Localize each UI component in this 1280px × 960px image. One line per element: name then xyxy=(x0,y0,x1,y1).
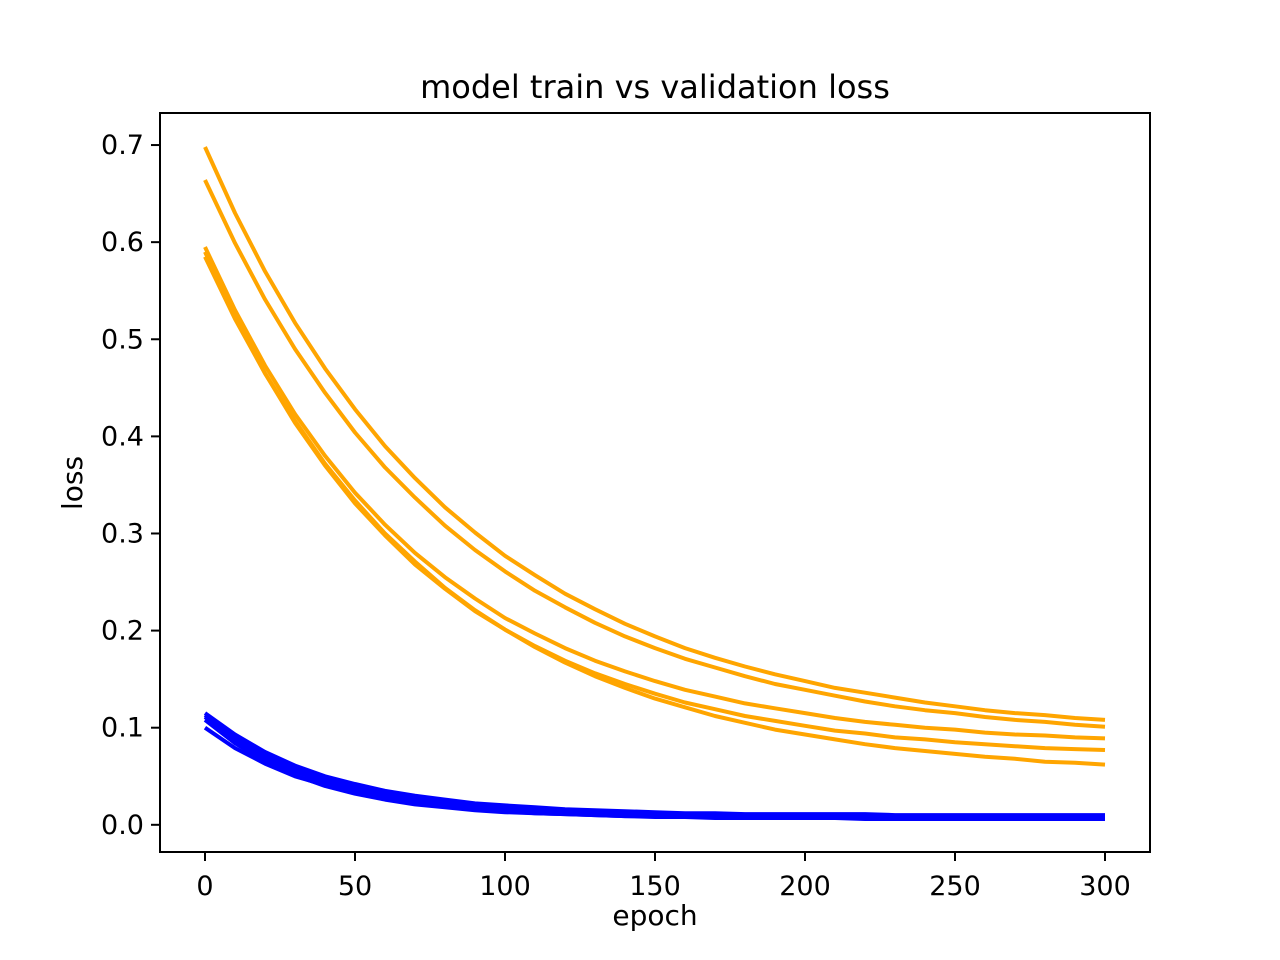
x-axis-label: epoch xyxy=(612,899,697,932)
y-tick-label: 0.6 xyxy=(101,227,144,258)
chart-title: model train vs validation loss xyxy=(420,68,890,106)
x-tick-label: 100 xyxy=(479,871,531,902)
y-tick-label: 0.0 xyxy=(101,810,144,841)
x-tick-label: 0 xyxy=(196,871,213,902)
y-tick-label: 0.5 xyxy=(101,324,144,355)
x-tick-label: 250 xyxy=(929,871,981,902)
x-tick-label: 50 xyxy=(338,871,372,902)
train-loss-1-line xyxy=(203,711,1105,818)
validation-loss-2-line xyxy=(203,179,1106,729)
y-tick-label: 0.4 xyxy=(101,421,144,452)
validation-loss-4-line xyxy=(203,251,1106,752)
y-tick-label: 0.2 xyxy=(101,616,144,647)
y-tick-label: 0.3 xyxy=(101,518,144,549)
plot-area xyxy=(159,112,1151,853)
x-tick-label: 300 xyxy=(1079,871,1131,902)
series-lines xyxy=(203,146,1106,821)
y-tick-label: 0.1 xyxy=(101,713,144,744)
x-tick-label: 200 xyxy=(779,871,831,902)
x-tick-label: 150 xyxy=(629,871,681,902)
validation-loss-3-line xyxy=(203,246,1106,741)
validation-loss-1-line xyxy=(203,146,1106,722)
x-axis-ticks: 0 50 100 150 200 250 300 xyxy=(196,852,1131,902)
y-axis-ticks: 0.0 0.1 0.2 0.3 0.4 0.5 0.6 0.7 xyxy=(101,130,160,841)
validation-loss-5-line xyxy=(203,255,1106,767)
train-loss-4-line xyxy=(203,718,1105,820)
train-loss-5-line xyxy=(203,726,1105,821)
y-tick-label: 0.7 xyxy=(101,130,144,161)
y-axis-label: loss xyxy=(56,456,89,510)
